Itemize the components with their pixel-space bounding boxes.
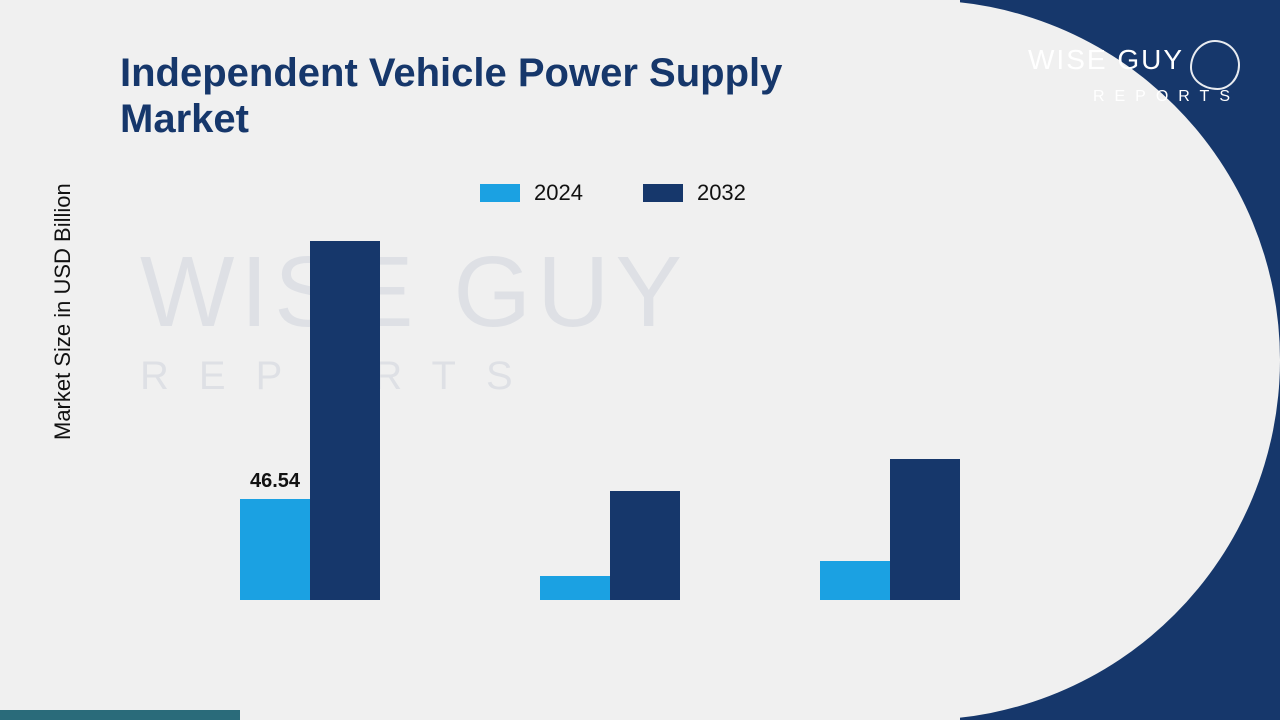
chart-area: Market Size in USD Billion 2024 2032 46.… [60,180,960,700]
footer-accent [0,710,240,720]
y-axis-label: Market Size in USD Billion [50,183,76,440]
bar-2032 [890,459,960,600]
legend-swatch-2032 [643,184,683,202]
bar-2024 [820,561,890,600]
plot-region: 46.54Line Commutation ConvertersMatrix C… [150,230,960,600]
brand-logo: WISE GUY REPORTS [1028,40,1240,106]
legend-item-2032: 2032 [643,180,746,206]
bar-2032 [610,491,680,600]
legend: 2024 2032 [480,180,746,206]
brand-line2: REPORTS [1028,88,1240,106]
chart-canvas: WISE GUY REPORTS Independent Vehicle Pow… [0,0,1280,720]
bar-2032 [310,241,380,600]
legend-label-2024: 2024 [534,180,583,206]
bar-value-label: 46.54 [250,470,300,493]
brand-head-icon [1190,40,1240,90]
chart-title: Independent Vehicle Power Supply Market [120,50,820,142]
legend-item-2024: 2024 [480,180,583,206]
bar-2024 [540,576,610,600]
brand-line1: WISE GUY [1028,44,1184,75]
bar-2024 [240,499,310,600]
legend-swatch-2024 [480,184,520,202]
legend-label-2032: 2032 [697,180,746,206]
